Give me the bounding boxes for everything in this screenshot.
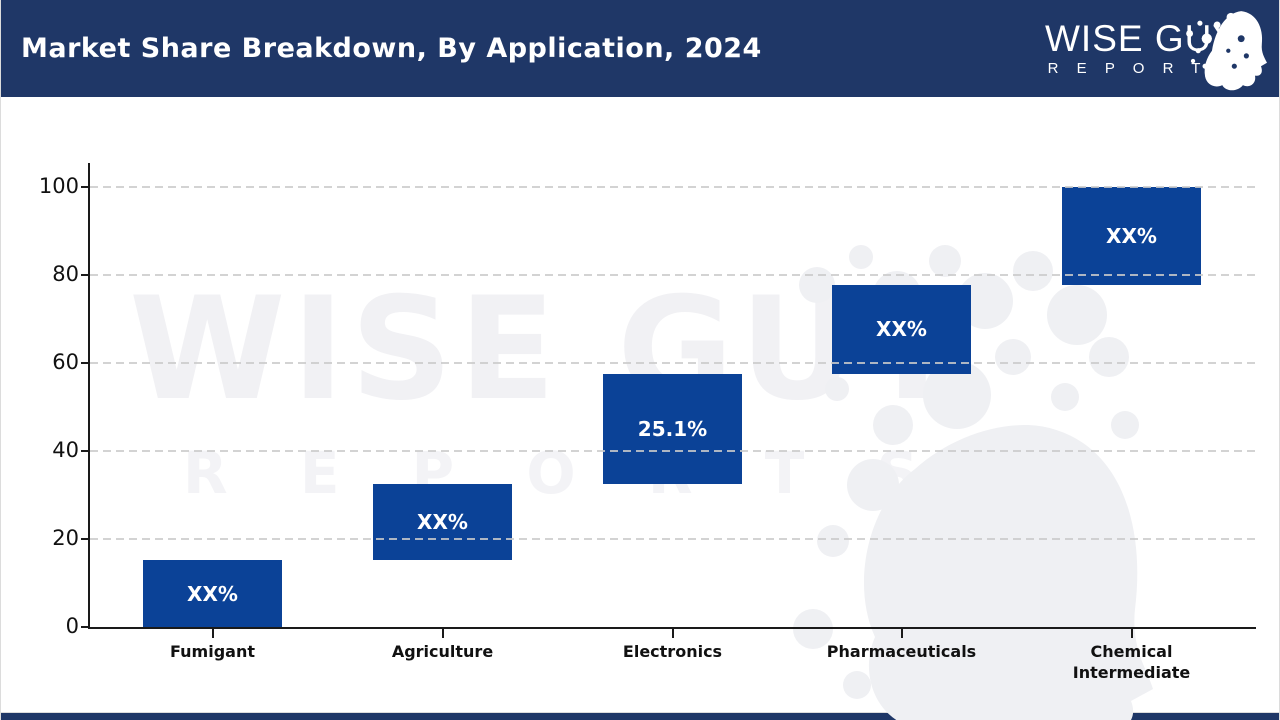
x-axis-spine — [88, 627, 1256, 630]
x-axis-tick-mark — [900, 629, 903, 638]
report-header: Market Share Breakdown, By Application, … — [1, 0, 1279, 97]
bar-value-label: XX% — [187, 581, 238, 606]
y-axis-tick-mark — [81, 450, 90, 452]
bar-pharmaceuticals: XX% — [832, 285, 971, 374]
chart-title: Market Share Breakdown, By Application, … — [21, 33, 762, 64]
y-axis-tick-mark — [81, 538, 90, 540]
y-axis-tick-label: 0 — [65, 614, 79, 638]
y-axis-tick-mark — [81, 626, 90, 628]
bar-chemical-intermediate: XX% — [1062, 187, 1201, 286]
y-axis-tick-label: 40 — [52, 438, 79, 462]
gridline-60 — [90, 362, 1256, 364]
chart-area: WISE GUY R E P O R T S 0 20 40 60 80 100 XX% XX… — [1, 97, 1279, 720]
y-axis-tick-label: 100 — [38, 174, 79, 198]
bar-value-label: 25.1% — [637, 416, 708, 441]
gridline-40 — [90, 450, 1256, 452]
y-axis-spine — [88, 163, 91, 629]
gridline-80 — [90, 274, 1256, 276]
logo-line2: R E P O R T S — [1047, 60, 1236, 77]
y-axis-tick-mark — [81, 274, 90, 276]
x-axis-tick-mark — [211, 629, 214, 638]
bar-agriculture: XX% — [373, 484, 512, 561]
gridline-20 — [90, 538, 1256, 540]
y-axis-tick-label: 20 — [52, 526, 79, 550]
category-label-chemical-intermediate: Chemical Intermediate — [1072, 642, 1191, 682]
bar-fumigant: XX% — [143, 560, 282, 627]
category-label-agriculture: Agriculture — [391, 642, 494, 661]
bar-value-label: XX% — [1106, 224, 1157, 249]
footer-bar — [1, 713, 1279, 720]
y-axis-tick-label: 60 — [52, 350, 79, 374]
bar-electronics: 25.1% — [603, 373, 742, 484]
category-label-fumigant: Fumigant — [170, 642, 255, 661]
bar-value-label: XX% — [876, 317, 927, 342]
bar-value-label: XX% — [417, 510, 468, 535]
logo-face-icon — [1186, 11, 1267, 91]
y-axis-tick-mark — [81, 362, 90, 364]
category-label-electronics: Electronics — [622, 642, 723, 661]
y-axis-tick-label: 80 — [52, 262, 79, 286]
x-axis-tick-mark — [671, 629, 674, 638]
category-label-pharmaceuticals: Pharmaceuticals — [826, 642, 977, 661]
watermark-face-icon — [793, 245, 1153, 720]
wiseguy-logo: WISE GUY R E P O R T S — [1017, 6, 1267, 92]
gridline-100 — [90, 186, 1256, 188]
y-axis-tick-mark — [81, 186, 90, 188]
x-axis-tick-mark — [441, 629, 444, 638]
x-axis-tick-mark — [1130, 629, 1133, 638]
